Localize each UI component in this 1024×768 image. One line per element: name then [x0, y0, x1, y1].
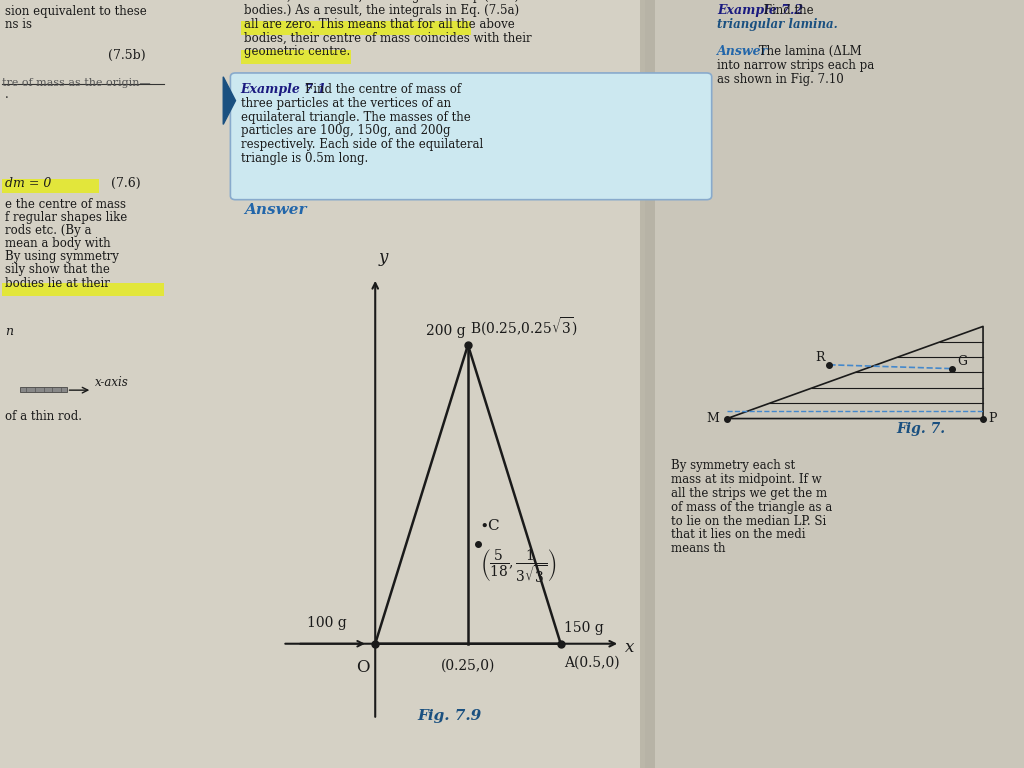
Text: sily show that the: sily show that the [5, 263, 110, 276]
Text: sion equivalent to these: sion equivalent to these [5, 5, 146, 18]
FancyBboxPatch shape [2, 283, 164, 296]
Text: all the strips we get the m: all the strips we get the m [671, 487, 826, 500]
Text: Example 7.2: Example 7.2 [717, 4, 803, 17]
Text: P: P [988, 412, 996, 425]
Text: M: M [706, 412, 719, 425]
Text: By using symmetry: By using symmetry [5, 250, 119, 263]
Text: (0.25,0): (0.25,0) [440, 659, 496, 673]
Text: as shown in Fig. 7.10: as shown in Fig. 7.10 [717, 73, 844, 86]
Text: f regular shapes like: f regular shapes like [5, 211, 127, 224]
Text: R: R [815, 351, 824, 364]
Text: all are zero. This means that for all the above: all are zero. This means that for all th… [244, 18, 514, 31]
FancyBboxPatch shape [241, 50, 351, 64]
FancyBboxPatch shape [640, 0, 655, 768]
Text: tre of mass as the origin—: tre of mass as the origin— [2, 78, 151, 88]
Text: Find the centre of mass of: Find the centre of mass of [305, 83, 461, 96]
Text: to lie on the median LP. Si: to lie on the median LP. Si [671, 515, 826, 528]
FancyBboxPatch shape [241, 21, 471, 35]
Text: of a thin rod.: of a thin rod. [5, 410, 82, 423]
Text: 100 g: 100 g [307, 616, 347, 630]
Text: bodies lie at their: bodies lie at their [5, 276, 110, 290]
Text: that it lies on the medi: that it lies on the medi [671, 528, 805, 541]
Text: G: G [957, 355, 968, 368]
FancyBboxPatch shape [2, 179, 99, 193]
Text: bodies.) As a result, the integrals in Eq. (7.5a): bodies.) As a result, the integrals in E… [244, 4, 519, 17]
Text: e the centre of mass: e the centre of mass [5, 198, 126, 211]
Text: A(0.5,0): A(0.5,0) [563, 656, 620, 670]
Text: Find the: Find the [760, 4, 813, 17]
Text: Answer: Answer [717, 45, 768, 58]
Text: n: n [5, 325, 13, 338]
Text: dm = 0: dm = 0 [5, 177, 51, 190]
Text: $\left(\dfrac{5}{18},\dfrac{1}{3\sqrt{3}}\right)$: $\left(\dfrac{5}{18},\dfrac{1}{3\sqrt{3}… [480, 548, 556, 584]
Text: O: O [356, 659, 370, 676]
FancyBboxPatch shape [645, 0, 1024, 768]
Text: Example 7.1: Example 7.1 [241, 83, 331, 96]
Text: particles are 100g, 150g, and 200g: particles are 100g, 150g, and 200g [241, 124, 451, 137]
Text: 200 g: 200 g [426, 324, 466, 338]
Text: B(0.25,0.25$\sqrt{3}$): B(0.25,0.25$\sqrt{3}$) [470, 316, 578, 338]
Text: triangular lamina.: triangular lamina. [717, 18, 838, 31]
Text: into narrow strips each pa: into narrow strips each pa [717, 59, 874, 72]
Text: $x$: $x$ [624, 639, 635, 656]
Text: bodies.) As a result, the integrals in Eq. (7.5a): bodies.) As a result, the integrals in E… [244, 0, 519, 3]
Text: rods etc. (By a: rods etc. (By a [5, 224, 91, 237]
Text: respectively. Each side of the equilateral: respectively. Each side of the equilater… [241, 138, 483, 151]
Text: (7.5b): (7.5b) [108, 49, 145, 62]
Text: Answer: Answer [244, 203, 306, 217]
FancyBboxPatch shape [0, 0, 645, 768]
Text: $y$: $y$ [378, 250, 390, 267]
FancyBboxPatch shape [20, 387, 67, 392]
Text: By symmetry each st: By symmetry each st [671, 459, 795, 472]
Text: 150 g: 150 g [564, 621, 604, 635]
Text: ns is: ns is [5, 18, 32, 31]
Text: equilateral triangle. The masses of the: equilateral triangle. The masses of the [241, 111, 470, 124]
Text: mass at its midpoint. If w: mass at its midpoint. If w [671, 473, 821, 486]
Text: means th: means th [671, 542, 725, 555]
Text: geometric centre.: geometric centre. [244, 45, 350, 58]
Text: triangle is 0.5m long.: triangle is 0.5m long. [241, 152, 368, 165]
Text: Fig. 7.9: Fig. 7.9 [418, 709, 481, 723]
Polygon shape [223, 77, 236, 124]
Text: $\bullet$C: $\bullet$C [480, 518, 501, 533]
Text: (7.6): (7.6) [111, 177, 140, 190]
Text: bodies, their centre of mass coincides with their: bodies, their centre of mass coincides w… [244, 31, 531, 45]
Text: mean a body with: mean a body with [5, 237, 111, 250]
Text: The lamina (ΔLM: The lamina (ΔLM [755, 45, 861, 58]
Text: Fig. 7.: Fig. 7. [896, 422, 945, 436]
Text: .: . [5, 88, 9, 101]
Text: of mass of the triangle as a: of mass of the triangle as a [671, 501, 831, 514]
FancyBboxPatch shape [230, 73, 712, 200]
Text: x-axis: x-axis [95, 376, 129, 389]
Text: three particles at the vertices of an: three particles at the vertices of an [241, 97, 451, 110]
